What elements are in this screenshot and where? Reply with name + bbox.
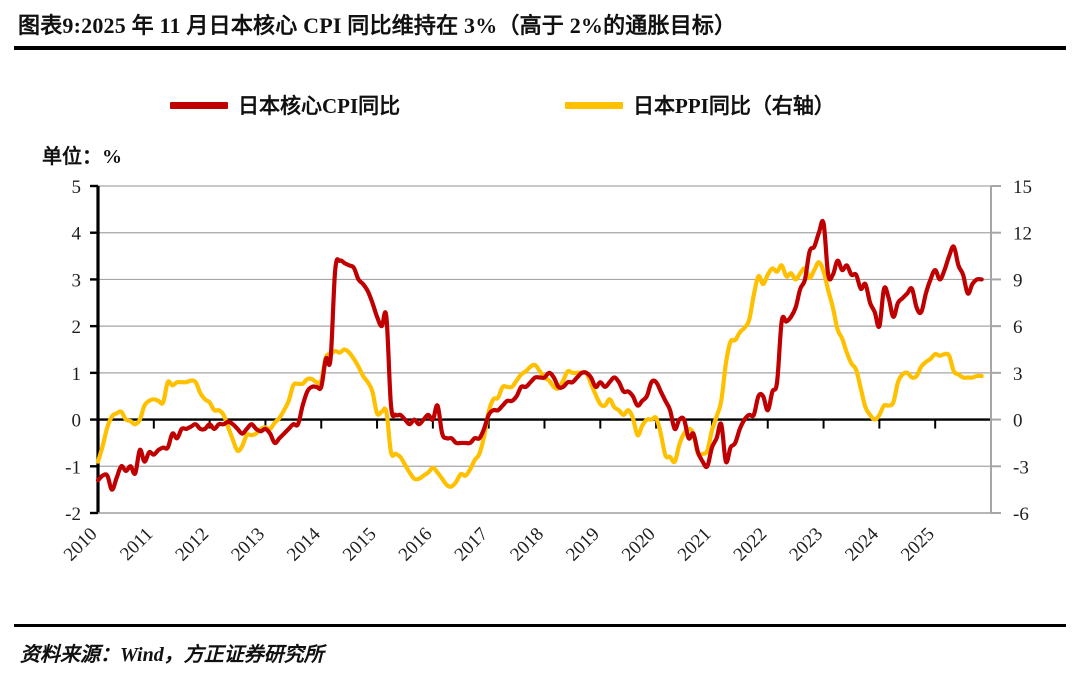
legend-label-cpi: 日本核心CPI同比 xyxy=(238,94,401,118)
x-axis-tick-label: 2020 xyxy=(618,524,660,566)
footer-divider xyxy=(14,624,1066,627)
left-axis-tick-label: 1 xyxy=(72,364,82,385)
left-axis-tick-label: 5 xyxy=(72,177,82,198)
series-line-ppi xyxy=(95,260,984,489)
left-axis-tick-label: 2 xyxy=(72,317,82,338)
unit-label: 单位：% xyxy=(42,146,122,168)
legend-item-cpi: 日本核心CPI同比 xyxy=(170,86,400,124)
right-axis-tick-label: 6 xyxy=(1013,317,1023,338)
source-note: 资料来源：Wind，方正证券研究所 xyxy=(20,644,324,666)
x-axis-tick-label: 2017 xyxy=(451,524,493,566)
series-line-cpi xyxy=(95,218,984,492)
x-axis-tick-label: 2014 xyxy=(283,523,325,565)
right-axis-tick-label: -6 xyxy=(1013,504,1029,525)
left-axis-tick-label: 3 xyxy=(72,270,82,291)
page-title: 图表9:2025 年 11 月日本核心 CPI 同比维持在 3%（高于 2%的通… xyxy=(18,13,737,38)
x-axis-tick-label: 2012 xyxy=(171,524,213,566)
chart-legend: 日本核心CPI同比 日本PPI同比（右轴） xyxy=(0,86,1080,124)
left-axis-tick-label: -1 xyxy=(65,457,81,478)
legend-swatch-ppi xyxy=(565,101,623,109)
x-axis-tick-label: 2023 xyxy=(785,524,827,566)
x-axis-tick-label: 2010 xyxy=(60,524,102,566)
x-axis-tick-label: 2021 xyxy=(674,524,716,566)
legend-label-ppi: 日本PPI同比（右轴） xyxy=(633,94,835,118)
x-axis-tick-label: 2018 xyxy=(506,524,548,566)
title-area: 图表9:2025 年 11 月日本核心 CPI 同比维持在 3%（高于 2%的通… xyxy=(0,0,1080,56)
right-axis-tick-label: 12 xyxy=(1013,224,1032,245)
legend-swatch-cpi xyxy=(170,101,228,109)
right-axis-tick-label: 9 xyxy=(1013,270,1023,291)
x-axis-tick-label: 2013 xyxy=(227,524,269,566)
x-axis-tick-label: 2022 xyxy=(730,524,772,566)
left-axis-tick-label: -2 xyxy=(65,504,81,525)
x-axis-tick-label: 2011 xyxy=(116,524,157,565)
x-axis-tick-label: 2025 xyxy=(897,524,939,566)
x-axis-tick-label: 2019 xyxy=(562,524,604,566)
left-axis-tick-label: 0 xyxy=(72,411,82,432)
right-axis-tick-label: -3 xyxy=(1013,457,1029,478)
x-axis-tick-label: 2024 xyxy=(841,523,883,565)
left-axis-tick-label: 4 xyxy=(72,224,82,245)
right-axis-tick-label: 0 xyxy=(1013,411,1023,432)
x-axis-tick-label: 2016 xyxy=(395,524,437,566)
right-axis-tick-label: 15 xyxy=(1013,177,1032,198)
title-divider xyxy=(14,46,1066,50)
right-axis-tick-label: 3 xyxy=(1013,364,1023,385)
legend-item-ppi: 日本PPI同比（右轴） xyxy=(565,86,835,124)
x-axis-tick-label: 2015 xyxy=(339,524,381,566)
